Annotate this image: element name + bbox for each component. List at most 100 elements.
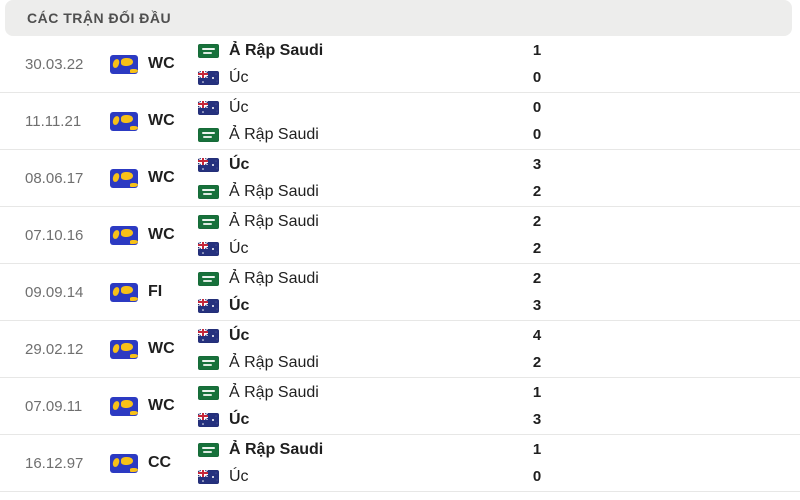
match-date: 30.03.22	[25, 55, 84, 73]
world-map-icon	[110, 339, 138, 359]
competition-label: FI	[148, 283, 163, 300]
home-team-score: 4	[532, 327, 542, 344]
competition-label: WC	[148, 169, 175, 186]
match-list: 30.03.22 WC Ả Rập Saudi 1 Úc 0 11.11.21 …	[0, 36, 800, 500]
away-team-line: Úc 3	[198, 292, 548, 319]
match-teams: Úc 0 Ả Rập Saudi 0	[198, 94, 548, 148]
home-team-flag-icon	[198, 271, 219, 286]
match-row[interactable]: 08.06.17 WC Úc 3 Ả Rập Saudi 2	[0, 150, 800, 207]
home-team-flag-icon	[198, 43, 219, 58]
home-team-flag-icon	[198, 442, 219, 457]
match-row[interactable]: 07.09.11 WC Ả Rập Saudi 1 Úc 3	[0, 378, 800, 435]
home-team-name: Ả Rập Saudi	[229, 383, 319, 401]
match-row[interactable]: 09.09.14 FI Ả Rập Saudi 2 Úc 3	[0, 264, 800, 321]
match-date: 16.12.97	[25, 454, 84, 472]
competition: WC	[110, 396, 198, 416]
match-date: 09.09.14	[25, 283, 84, 301]
match-date: 07.10.16	[25, 226, 84, 244]
world-map-icon	[110, 54, 138, 74]
competition-label: WC	[148, 397, 175, 414]
away-team-name: Ả Rập Saudi	[229, 125, 319, 143]
away-team-flag-icon	[198, 127, 219, 142]
home-team-flag-icon	[198, 100, 219, 115]
home-team-name: Úc	[229, 155, 250, 173]
match-teams: Ả Rập Saudi 1 Úc 3	[198, 379, 548, 433]
away-team-line: Úc 2	[198, 235, 548, 262]
away-team-line: Ả Rập Saudi 0	[198, 121, 548, 148]
away-team-line: Ả Rập Saudi 2	[198, 349, 548, 376]
competition-label: CC	[148, 454, 172, 471]
away-team-name: Ả Rập Saudi	[229, 353, 319, 371]
competition-label: WC	[148, 226, 175, 243]
away-team-flag-icon	[198, 184, 219, 199]
match-row[interactable]: 11.11.21 WC Úc 0 Ả Rập Saudi 0	[0, 93, 800, 150]
match-row[interactable]: 07.10.16 WC Ả Rập Saudi 2 Úc 2	[0, 207, 800, 264]
away-team-score: 2	[532, 240, 542, 257]
away-team-score: 0	[532, 69, 542, 86]
home-team-score: 3	[532, 156, 542, 173]
match-teams: Úc 3 Ả Rập Saudi 2	[198, 151, 548, 205]
world-map-icon	[110, 225, 138, 245]
match-teams: Ả Rập Saudi 1 Úc 0	[198, 37, 548, 91]
home-team-score: 1	[532, 441, 542, 458]
home-team-line: Ả Rập Saudi 2	[198, 265, 548, 292]
competition: WC	[110, 225, 198, 245]
home-team-score: 1	[532, 384, 542, 401]
away-team-name: Úc	[229, 467, 249, 485]
head-to-head-header: CÁC TRẬN ĐỐI ĐẦU	[5, 0, 792, 36]
away-team-score: 0	[532, 468, 542, 485]
away-team-flag-icon	[198, 298, 219, 313]
away-team-score: 2	[532, 183, 542, 200]
home-team-name: Úc	[229, 98, 249, 116]
home-team-name: Ả Rập Saudi	[229, 212, 319, 230]
away-team-flag-icon	[198, 70, 219, 85]
match-date: 11.11.21	[25, 112, 82, 130]
match-row[interactable]: 16.12.97 CC Ả Rập Saudi 1 Úc 0	[0, 435, 800, 492]
world-map-icon	[110, 111, 138, 131]
world-map-icon	[110, 396, 138, 416]
home-team-line: Ả Rập Saudi 1	[198, 379, 548, 406]
match-teams: Ả Rập Saudi 2 Úc 2	[198, 208, 548, 262]
home-team-line: Úc 4	[198, 322, 548, 349]
match-row[interactable]: 29.02.12 WC Úc 4 Ả Rập Saudi 2	[0, 321, 800, 378]
away-team-line: Ả Rập Saudi 2	[198, 178, 548, 205]
home-team-line: Ả Rập Saudi 1	[198, 37, 548, 64]
competition: WC	[110, 168, 198, 188]
match-date: 29.02.12	[25, 340, 84, 358]
away-team-line: Úc 0	[198, 463, 548, 490]
competition-label: WC	[148, 55, 175, 72]
home-team-flag-icon	[198, 385, 219, 400]
away-team-name: Úc	[229, 239, 249, 257]
competition-label: WC	[148, 112, 175, 129]
home-team-flag-icon	[198, 214, 219, 229]
away-team-flag-icon	[198, 469, 219, 484]
home-team-line: Úc 0	[198, 94, 548, 121]
match-date: 08.06.17	[25, 169, 84, 187]
away-team-score: 2	[532, 354, 542, 371]
match-teams: Úc 4 Ả Rập Saudi 2	[198, 322, 548, 376]
page-title: CÁC TRẬN ĐỐI ĐẦU	[27, 10, 172, 26]
competition: WC	[110, 54, 198, 74]
away-team-flag-icon	[198, 241, 219, 256]
competition: CC	[110, 453, 198, 473]
world-map-icon	[110, 453, 138, 473]
away-team-score: 3	[532, 411, 542, 428]
match-date: 07.09.11	[25, 397, 83, 415]
match-teams: Ả Rập Saudi 2 Úc 3	[198, 265, 548, 319]
home-team-name: Ả Rập Saudi	[229, 269, 319, 287]
away-team-name: Úc	[229, 68, 249, 86]
home-team-score: 2	[532, 213, 542, 230]
away-team-line: Úc 0	[198, 64, 548, 91]
away-team-flag-icon	[198, 355, 219, 370]
match-row[interactable]: 30.03.22 WC Ả Rập Saudi 1 Úc 0	[0, 36, 800, 93]
home-team-score: 2	[532, 270, 542, 287]
away-team-name: Úc	[229, 296, 250, 314]
home-team-line: Ả Rập Saudi 1	[198, 436, 548, 463]
away-team-line: Úc 3	[198, 406, 548, 433]
home-team-score: 1	[532, 42, 542, 59]
home-team-name: Ả Rập Saudi	[229, 41, 324, 59]
away-team-name: Ả Rập Saudi	[229, 182, 319, 200]
home-team-flag-icon	[198, 157, 219, 172]
competition: WC	[110, 111, 198, 131]
